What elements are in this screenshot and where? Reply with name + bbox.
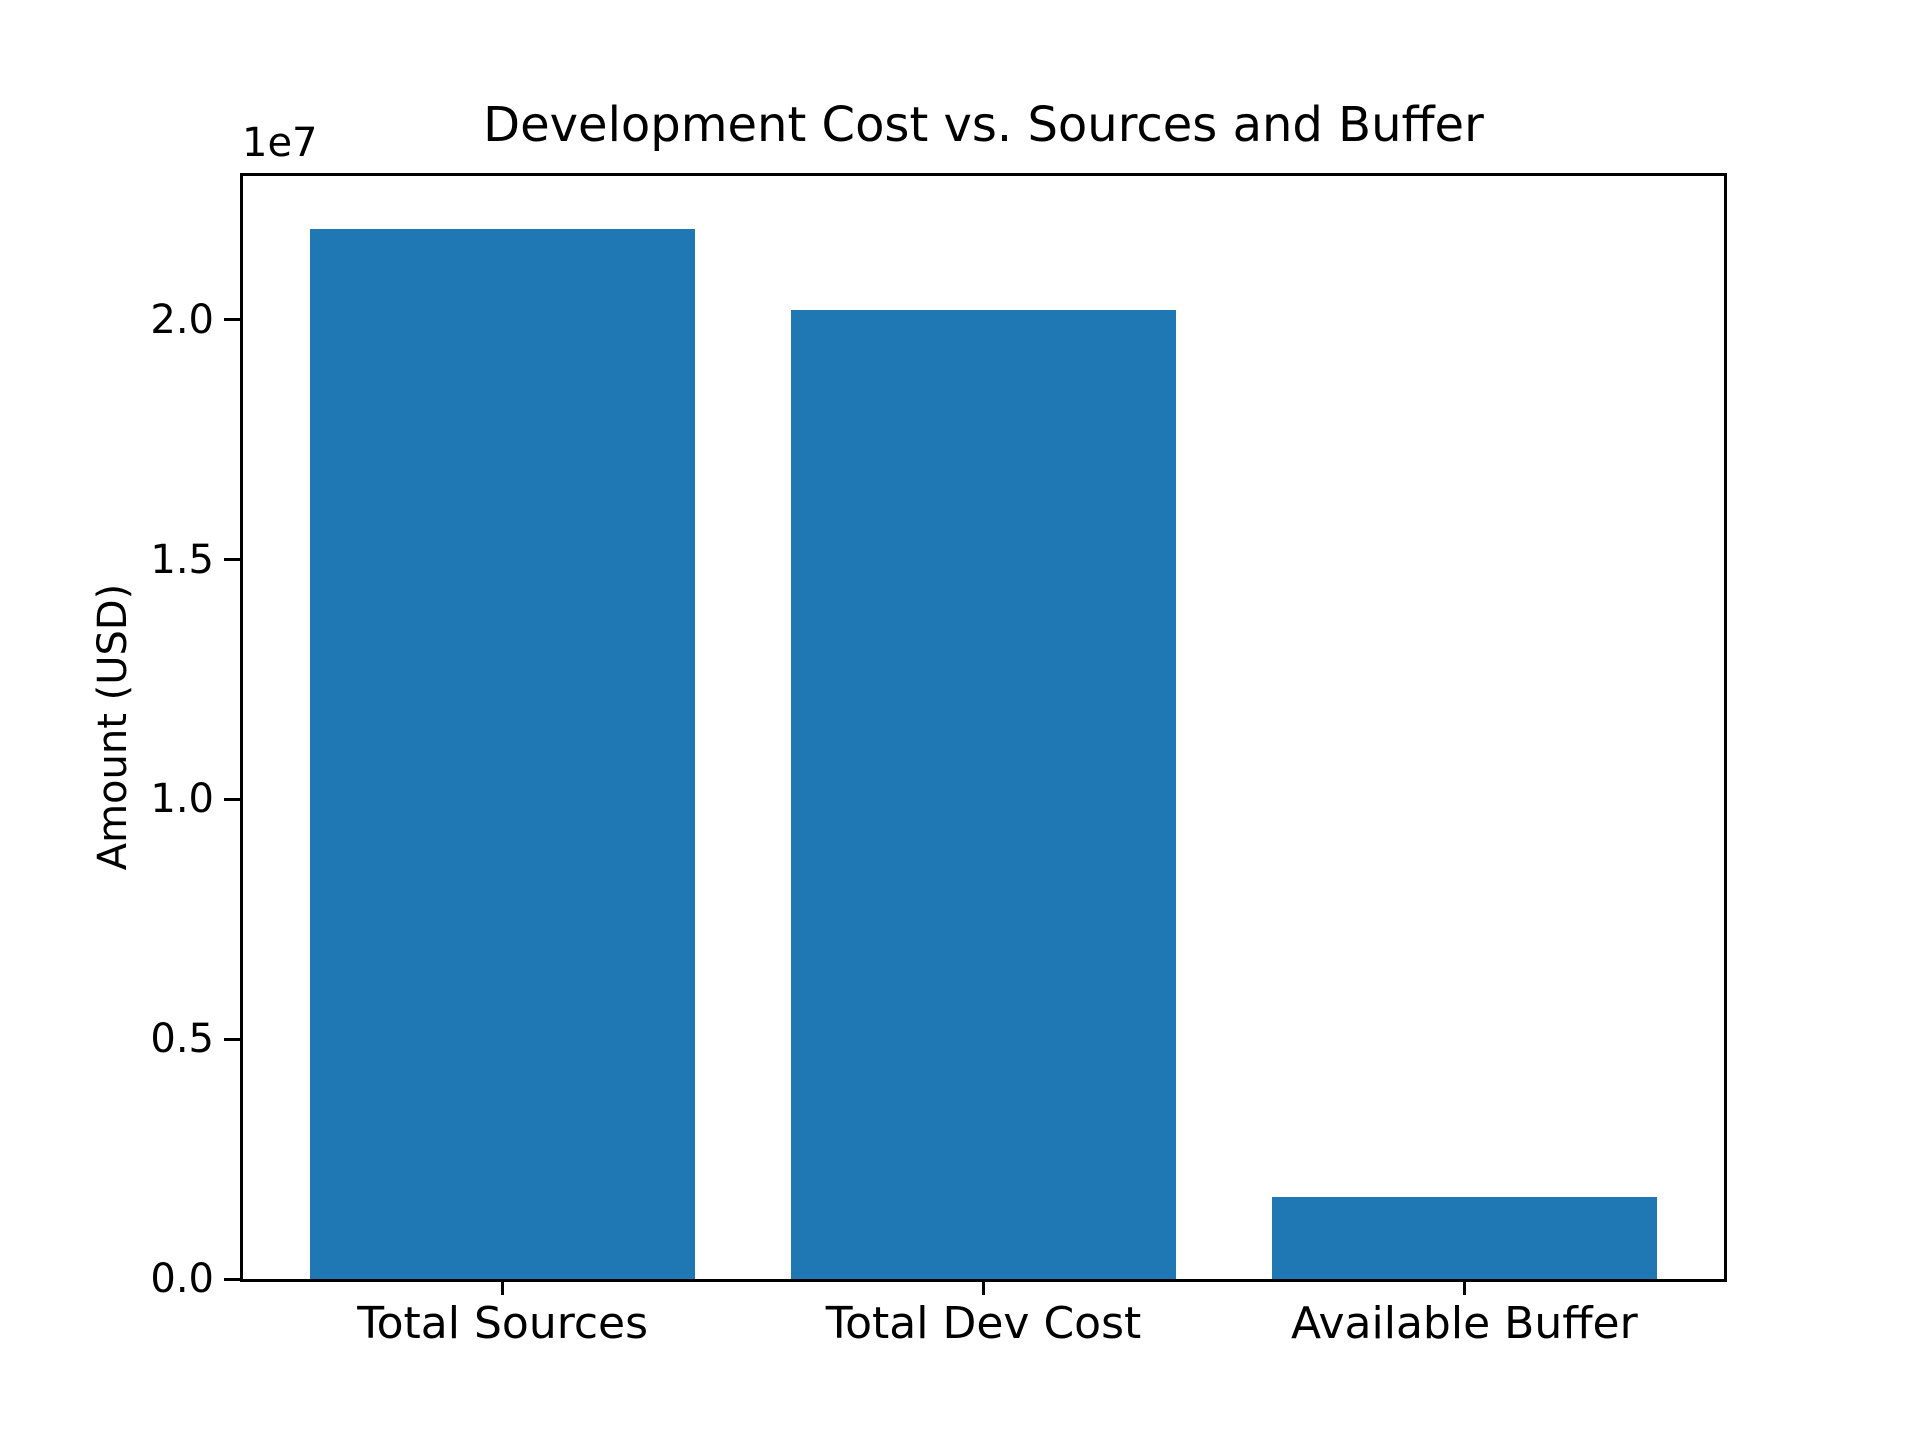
y-tick-label-1.5: 1.5 [150, 536, 214, 583]
y-axis-label: Amount (USD) [90, 583, 136, 871]
y-tick-mark-0.0 [224, 1277, 240, 1281]
x-tick-label-available-buffer: Available Buffer [1290, 1298, 1638, 1349]
y-tick-label-0.5: 0.5 [150, 1016, 214, 1063]
x-tick-mark-total-sources [501, 1279, 505, 1295]
y-tick-label-2.0: 2.0 [150, 296, 214, 343]
bar-total-sources [310, 228, 695, 1279]
chart-title: Development Cost vs. Sources and Buffer [483, 97, 1484, 153]
y-tick-label-0.0: 0.0 [150, 1256, 214, 1302]
y-tick-mark-2.0 [224, 318, 240, 322]
bar-available-buffer [1272, 1197, 1657, 1279]
x-tick-mark-available-buffer [1462, 1279, 1466, 1295]
y-tick-mark-1.0 [224, 797, 240, 801]
y-axis-offset-text: 1e7 [242, 120, 318, 166]
bar-total-dev-cost [791, 310, 1176, 1279]
x-tick-label-total-sources: Total Sources [357, 1298, 649, 1349]
x-tick-mark-total-dev-cost [982, 1279, 985, 1295]
x-tick-label-total-dev-cost: Total Dev Cost [825, 1298, 1142, 1349]
y-tick-mark-0.5 [224, 1037, 240, 1041]
y-tick-mark-1.5 [224, 558, 240, 562]
plot-area [240, 173, 1727, 1282]
y-tick-label-1.0: 1.0 [150, 776, 214, 823]
